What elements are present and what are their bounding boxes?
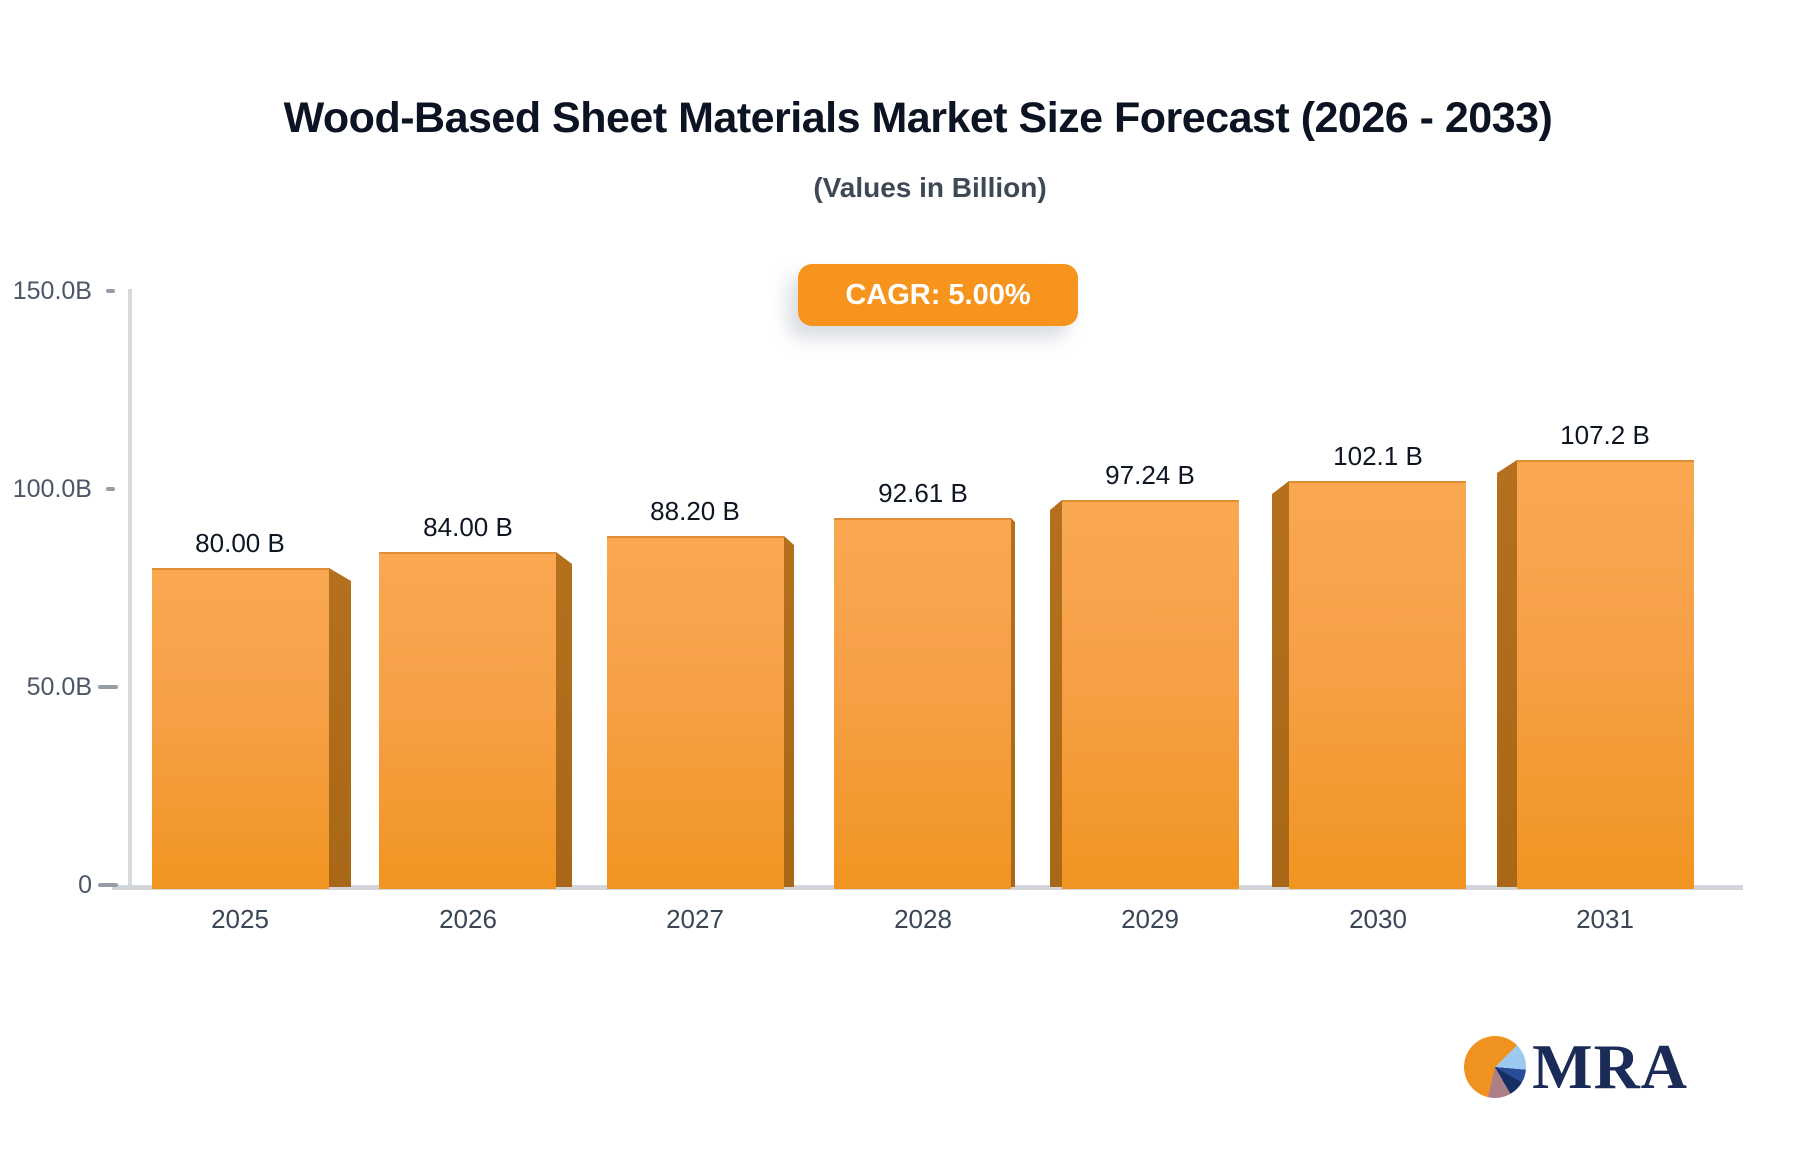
cagr-badge: CAGR: 5.00% [798, 264, 1078, 326]
y-axis-label: 0 [78, 871, 92, 899]
bar-front [1289, 481, 1466, 889]
pie-chart-logo-icon [1464, 1036, 1527, 1098]
bar-value-label: 88.20 B [650, 496, 740, 526]
bar-value-label: 107.2 B [1560, 420, 1650, 450]
x-axis-label: 2027 [666, 904, 724, 934]
y-axis-label: 50.0B [26, 673, 92, 701]
bar-side [1050, 500, 1062, 887]
x-axis-label: 2026 [439, 904, 497, 934]
bar-side [556, 552, 572, 887]
bar-front [1517, 460, 1694, 889]
chart-title: Wood-Based Sheet Materials Market Size F… [283, 94, 1553, 142]
bar-value-label: 97.24 B [1105, 460, 1195, 490]
bar-value-label: 80.00 B [195, 528, 285, 558]
bar-side [1497, 460, 1517, 887]
logo-text: MRA [1532, 1031, 1688, 1102]
bar-side [784, 536, 794, 887]
bar-front [607, 536, 784, 889]
y-axis-tick [106, 487, 115, 491]
chart-subtitle: (Values in Billion) [813, 172, 1047, 203]
y-axis-label: 100.0B [12, 475, 92, 503]
bar-value-label: 84.00 B [423, 512, 513, 542]
y-axis-line [128, 289, 132, 890]
bar-front [1062, 500, 1239, 889]
x-axis-label: 2031 [1576, 904, 1634, 934]
x-axis-label: 2028 [894, 904, 952, 934]
bar-side [329, 568, 351, 887]
bar-value-label: 102.1 B [1333, 441, 1423, 471]
x-axis-label: 2029 [1121, 904, 1179, 934]
y-axis-tick [106, 289, 115, 293]
bar-side [1272, 481, 1289, 887]
bar-front [834, 518, 1011, 889]
bar-front [152, 568, 329, 889]
y-axis-label: 150.0B [12, 277, 92, 305]
brand-logo: MRA [1464, 1031, 1688, 1102]
bar-front [379, 552, 556, 889]
y-axis-tick [98, 883, 118, 887]
bar-side [1011, 518, 1015, 887]
y-axis-tick [98, 685, 118, 689]
x-axis-label: 2025 [211, 904, 269, 934]
bar-value-label: 92.61 B [878, 478, 968, 508]
x-axis-label: 2030 [1349, 904, 1407, 934]
